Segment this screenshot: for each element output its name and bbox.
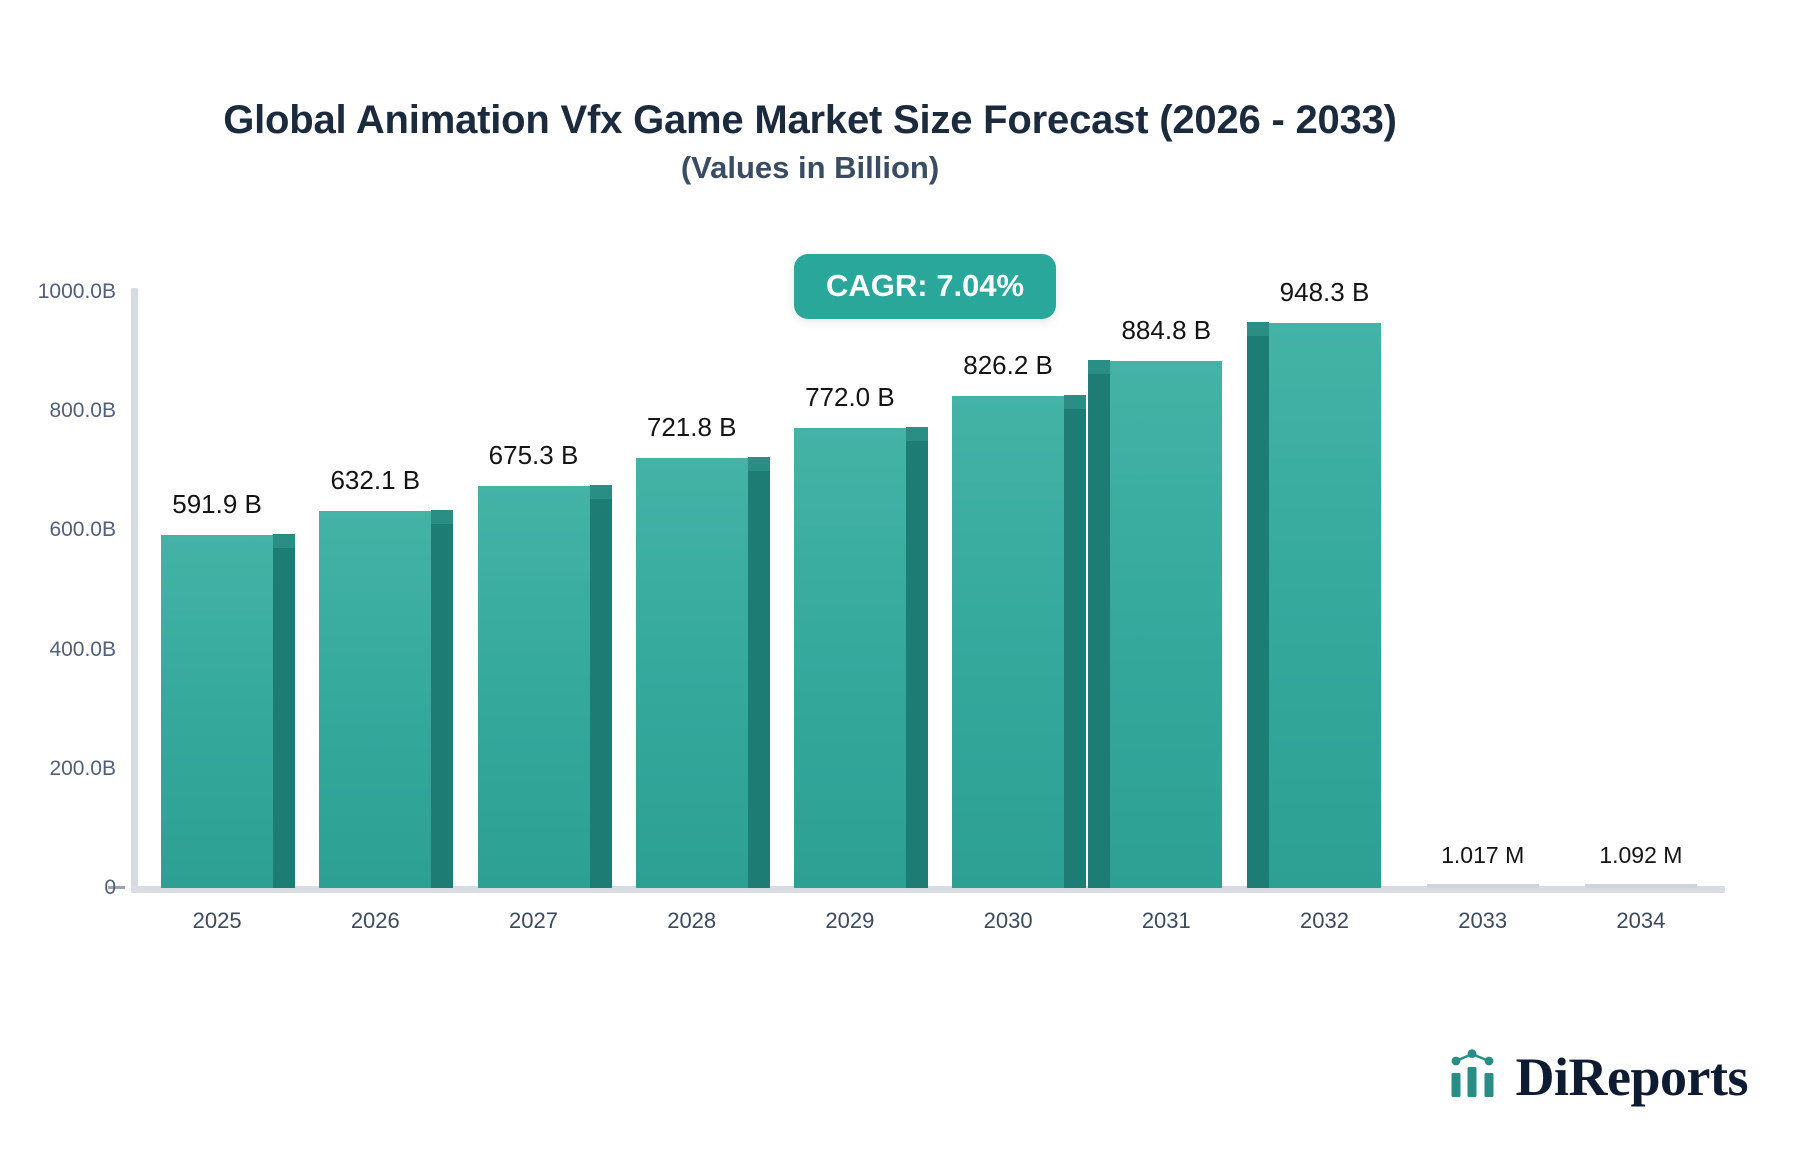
bar-front-face xyxy=(319,511,432,888)
bar[interactable] xyxy=(952,394,1087,888)
chart-subtitle: (Values in Billion) xyxy=(680,150,940,185)
bar[interactable] xyxy=(793,426,928,888)
bar-front-face xyxy=(952,395,1065,888)
y-axis-zero-tick xyxy=(108,886,125,889)
bar-value-label: 721.8 B xyxy=(646,411,737,442)
bar-top-bevel xyxy=(1246,321,1269,336)
cagr-badge: CAGR: 7.04% xyxy=(794,254,1057,319)
bar[interactable] xyxy=(1088,359,1223,888)
y-axis-tick-label: 200.0B xyxy=(49,756,116,780)
bar-front-face xyxy=(1268,322,1381,888)
bar[interactable] xyxy=(635,456,770,888)
bar-value-label: 1.092 M xyxy=(1599,841,1683,868)
x-axis-tick-label: 2029 xyxy=(825,908,875,933)
y-axis-line xyxy=(131,288,138,890)
bar-value-label: 772.0 B xyxy=(805,381,895,412)
x-axis-line xyxy=(131,886,1725,893)
bar-value-label: 675.3 B xyxy=(488,439,579,470)
y-axis-tick-label: 0 xyxy=(104,876,116,899)
bar[interactable] xyxy=(161,534,296,888)
bar-front-face xyxy=(1426,884,1539,888)
bar-top-bevel xyxy=(589,484,612,499)
y-axis-tick-label: 600.0B xyxy=(49,518,116,542)
bar-top-bevel xyxy=(1064,394,1087,409)
bar-top-bevel xyxy=(273,534,296,549)
bar-side-face xyxy=(747,470,770,888)
bar-front-face xyxy=(1584,884,1697,888)
x-axis-tick-label: 2027 xyxy=(509,908,558,933)
bar[interactable] xyxy=(477,484,612,888)
x-axis-tick-label: 2028 xyxy=(667,908,717,933)
bar-front-face xyxy=(161,535,274,888)
bar-top-bevel xyxy=(431,510,454,525)
chart-title: Global Animation Vfx Game Market Size Fo… xyxy=(223,98,1397,142)
x-axis-tick-label: 2026 xyxy=(350,908,400,933)
bar-chart-icon xyxy=(1448,1049,1506,1104)
bar-front-face xyxy=(635,457,748,888)
x-axis-tick-label: 2031 xyxy=(1141,908,1191,933)
bar-value-label: 884.8 B xyxy=(1121,314,1212,345)
x-axis-tick-label: 2030 xyxy=(983,908,1033,933)
logo-wordmark: DiReports xyxy=(1515,1046,1749,1107)
bar-value-label: 632.1 B xyxy=(330,465,421,496)
y-axis-tick-label: 800.0B xyxy=(49,399,116,423)
bar-top-bevel xyxy=(1088,359,1111,374)
bar[interactable] xyxy=(319,510,454,888)
bar-side-face xyxy=(273,548,296,888)
bar-value-label: 1.017 M xyxy=(1441,841,1525,868)
bar[interactable] xyxy=(1426,884,1539,888)
bar-value-label: 826.2 B xyxy=(963,349,1053,380)
bar-side-face xyxy=(589,498,612,888)
bar-side-face xyxy=(431,524,454,888)
x-axis-tick-label: 2032 xyxy=(1300,908,1349,933)
x-axis-tick-label: 2033 xyxy=(1458,908,1508,933)
bar-front-face xyxy=(477,485,590,888)
x-axis-tick-label: 2025 xyxy=(192,908,242,933)
bar-value-label: 591.9 B xyxy=(172,489,262,520)
bar-top-bevel xyxy=(905,426,928,441)
bar-side-face xyxy=(1088,373,1111,888)
bar-front-face xyxy=(1110,360,1223,888)
x-axis-tick-label: 2034 xyxy=(1616,908,1666,933)
bar-side-face xyxy=(1064,408,1087,888)
y-axis-tick-label: 400.0B xyxy=(49,637,116,661)
bar[interactable] xyxy=(1584,884,1697,888)
bar-top-bevel xyxy=(747,456,770,471)
direports-logo: DiReports xyxy=(1448,1046,1749,1107)
bar-front-face xyxy=(793,427,906,888)
bar-side-face xyxy=(1246,335,1269,888)
bar[interactable] xyxy=(1246,321,1381,888)
y-axis-tick-label: 1000.0B xyxy=(37,280,116,303)
bar-side-face xyxy=(905,440,928,888)
bar-value-label: 948.3 B xyxy=(1279,276,1370,307)
